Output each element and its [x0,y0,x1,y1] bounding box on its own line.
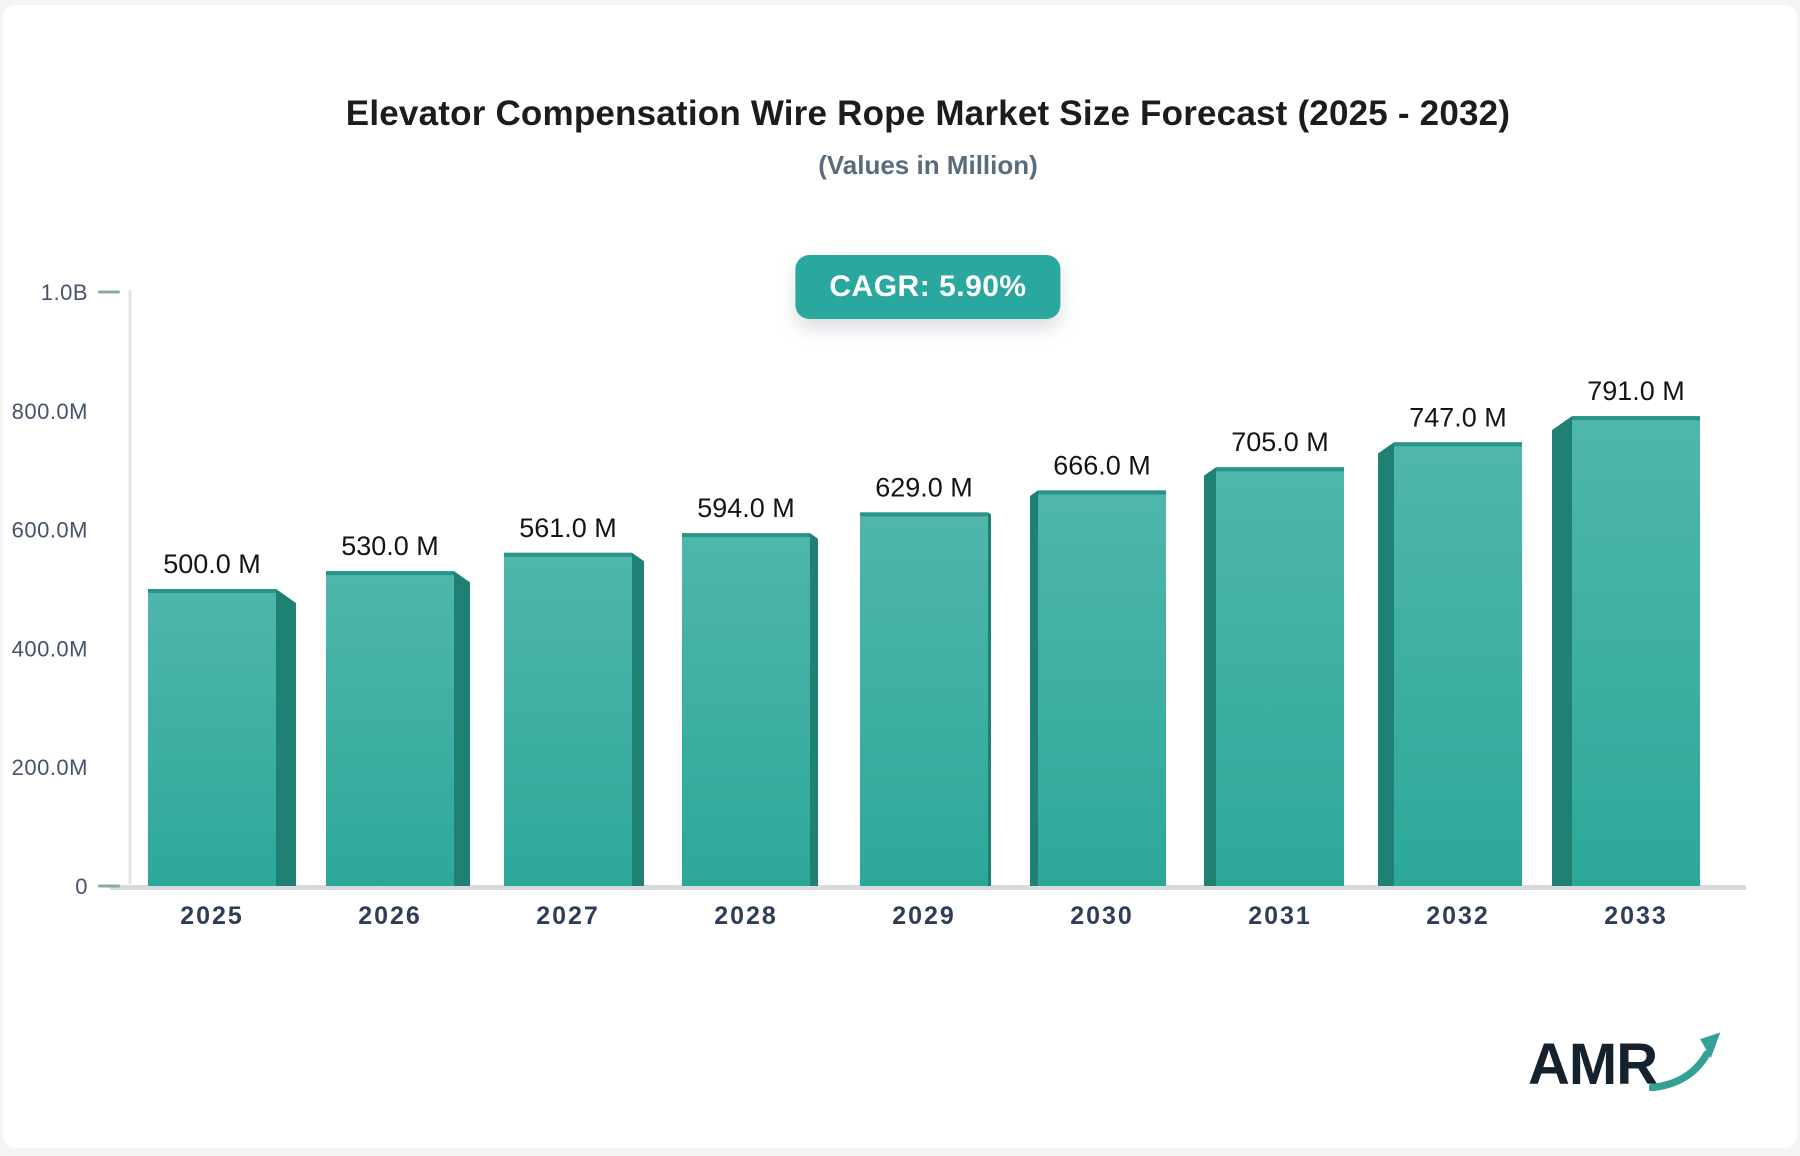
growth-arrow-swoosh [1649,1050,1711,1092]
y-axis-label: 200.0M [12,755,88,780]
bar-value-label: 791.0 M [1587,376,1685,406]
bar-group-2025: 500.0 M 2025 [148,549,296,930]
bar-top-edge [1394,442,1522,447]
bar [148,589,276,886]
bar-top-edge [1038,490,1166,495]
bar [860,512,988,886]
chart-header: Elevator Compensation Wire Rope Market S… [56,94,1797,181]
bar-side-face [810,533,818,886]
bar-chart: 0 200.0M 400.0M 600.0M 800.0M 1.0B 500.0 M 2025… [12,280,1746,930]
bar-value-label: 705.0 M [1231,427,1329,457]
bar-value-label: 629.0 M [875,472,973,502]
bar-top-edge [682,533,810,538]
growth-arrow-head [1700,1032,1721,1058]
bar-side-face [1204,467,1216,886]
bar-group-2028: 594.0 M 2028 [682,493,818,930]
bar [1038,490,1166,886]
bar-side-face [1030,490,1038,886]
y-axis-tick [98,884,120,888]
bar-value-label: 666.0 M [1053,450,1151,480]
bar-top-edge [1572,416,1700,421]
bar-top-edge [860,512,988,517]
bar-value-label: 530.0 M [341,531,439,561]
bar [326,571,454,886]
y-axis-label: 0 [75,874,88,899]
x-axis-label: 2029 [892,902,956,930]
y-axis-label: 1.0B [41,280,88,305]
bar [682,533,810,886]
y-axis-label: 400.0M [12,636,88,661]
bar-top-edge [1216,467,1344,472]
bar-value-label: 594.0 M [697,493,795,523]
cagr-badge-label: CAGR: 5.90% [829,270,1027,303]
bar-value-label: 500.0 M [163,549,261,579]
bar-group-2031: 705.0 M 2031 [1204,427,1344,930]
x-axis-label: 2033 [1604,902,1668,930]
bar-value-label: 747.0 M [1409,402,1507,432]
bar-value-label: 561.0 M [519,513,617,543]
bar-top-edge [326,571,454,576]
bar [1216,467,1344,886]
bar-group-2030: 666.0 M 2030 [1030,450,1166,930]
amr-logo: AMR [1528,1032,1723,1102]
bar-group-2033: 791.0 M 2033 [1552,376,1700,930]
x-axis-label: 2025 [180,902,244,930]
y-axis-label: 600.0M [12,518,88,543]
bar-group-2026: 530.0 M 2026 [326,531,470,930]
amr-logo-text: AMR [1528,1032,1658,1097]
y-axis-tick [98,290,120,294]
y-axis-line [128,290,132,884]
bar-side-face [1378,442,1394,886]
x-axis-label: 2026 [358,902,422,930]
bar-side-face [632,552,644,886]
bar-top-edge [504,552,632,557]
bar-top-edge [148,589,276,593]
x-axis-label: 2032 [1426,902,1490,930]
bar-side-face [454,571,470,886]
y-axis-label: 800.0M [12,399,88,424]
bar-side-face [988,512,991,886]
bar-group-2032: 747.0 M 2032 [1378,402,1522,930]
bar-group-2029: 629.0 M 2029 [860,472,991,930]
x-axis-line [110,885,1746,890]
chart-canvas: Elevator Compensation Wire Rope Market S… [3,5,1797,1148]
x-axis-label: 2028 [714,902,778,930]
bar [504,552,632,886]
bar [1394,442,1522,886]
x-axis-label: 2027 [536,902,600,930]
chart-subtitle: (Values in Million) [818,150,1038,180]
bar [1572,416,1700,886]
cagr-badge: CAGR: 5.90% [795,255,1061,319]
chart-title: Elevator Compensation Wire Rope Market S… [345,94,1511,133]
bar-group-2027: 561.0 M 2027 [504,513,644,930]
x-axis-label: 2031 [1248,902,1312,930]
growth-arrow-icon [1649,1032,1721,1092]
chart-card: Elevator Compensation Wire Rope Market S… [3,5,1797,1148]
bar-side-face [276,589,296,886]
bar-side-face [1552,416,1572,886]
x-axis-label: 2030 [1070,902,1134,930]
